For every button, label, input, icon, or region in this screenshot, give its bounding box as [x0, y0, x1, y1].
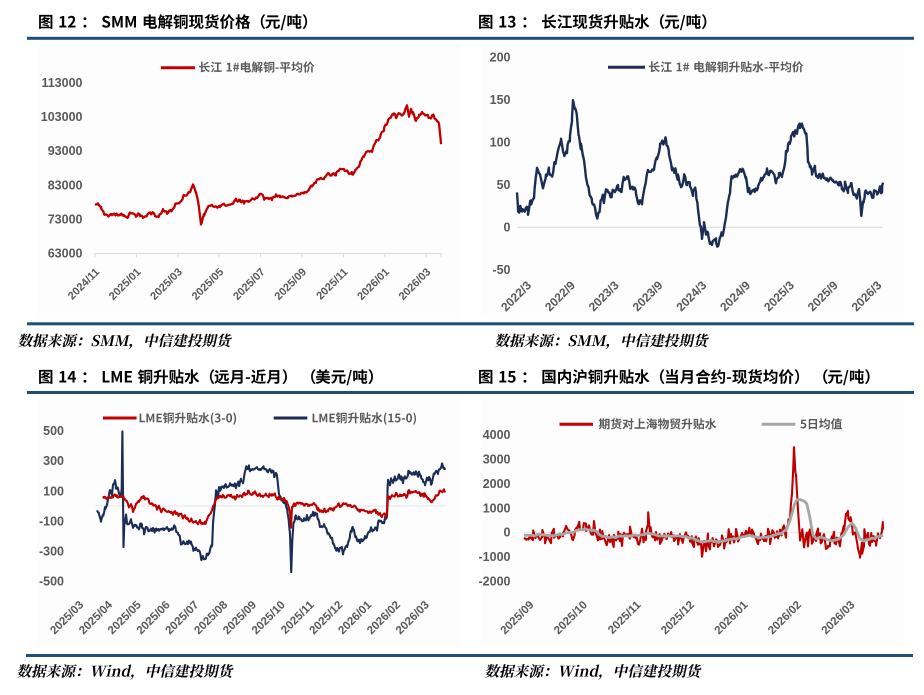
- svg-text:100: 100: [43, 484, 64, 498]
- svg-text:0: 0: [504, 221, 511, 235]
- svg-text:-300: -300: [39, 544, 64, 558]
- svg-text:2000: 2000: [483, 477, 511, 491]
- svg-text:73000: 73000: [48, 212, 83, 226]
- svg-text:-500: -500: [39, 574, 64, 588]
- svg-text:93000: 93000: [48, 144, 83, 158]
- svg-text:500: 500: [43, 424, 64, 438]
- svg-text:50: 50: [497, 178, 511, 192]
- svg-text:3000: 3000: [483, 453, 511, 467]
- svg-text:0: 0: [504, 526, 511, 540]
- svg-text:-50: -50: [492, 263, 510, 277]
- svg-text:-2000: -2000: [479, 575, 511, 589]
- svg-text:83000: 83000: [48, 178, 83, 192]
- svg-text:200: 200: [490, 50, 511, 64]
- svg-text:150: 150: [490, 93, 511, 107]
- svg-text:100: 100: [490, 135, 511, 149]
- svg-text:63000: 63000: [48, 247, 83, 261]
- svg-text:103000: 103000: [41, 110, 83, 124]
- svg-text:1000: 1000: [483, 501, 511, 515]
- svg-text:300: 300: [43, 454, 64, 468]
- svg-text:-1000: -1000: [479, 550, 511, 564]
- svg-text:4000: 4000: [483, 428, 511, 442]
- svg-text:-100: -100: [39, 514, 64, 528]
- svg-text:113000: 113000: [41, 76, 82, 90]
